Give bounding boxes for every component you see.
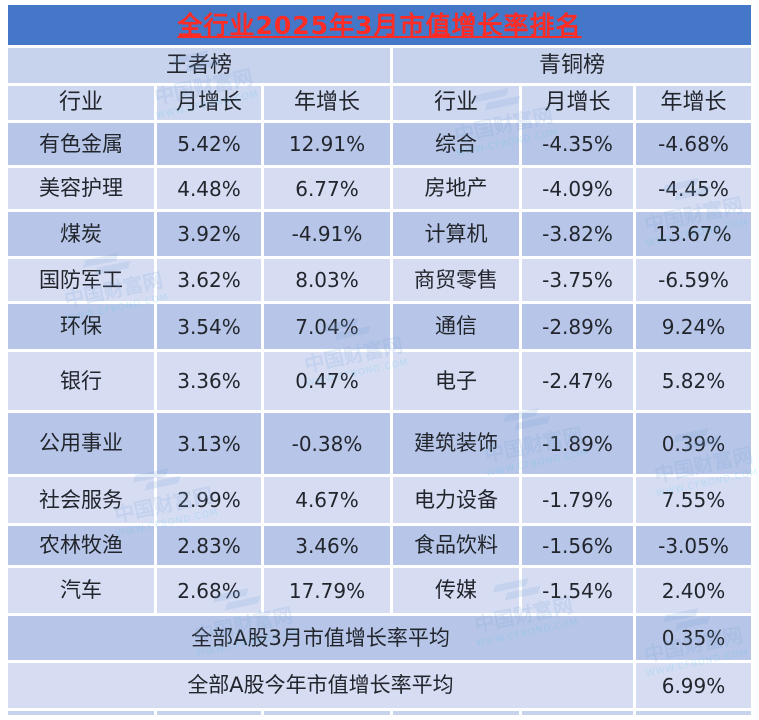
bronze-year-cell: 5.82% [636, 352, 751, 410]
king-year-cell: 7.04% [264, 304, 390, 349]
growth-rate-table: 全行业2025年3月市值增长率排名 王者榜 青铜榜 行业 月增长 年增长 行业 … [8, 5, 751, 718]
king-industry-cell: 环保 [8, 304, 154, 349]
king-month-cell: 3.62% [157, 259, 261, 301]
summary-label: 全部A股今年市值增长率平均 [8, 663, 633, 708]
king-year-cell: -4.91% [264, 212, 390, 256]
table-row: 汽车 2.68% 17.79% 传媒 -1.54% 2.40% [8, 568, 751, 613]
king-year-cell: -0.38% [264, 413, 390, 474]
king-year-cell: 17.79% [264, 568, 390, 613]
king-industry-cell: 社会服务 [8, 477, 154, 523]
bronze-month-cell: -2.47% [522, 352, 633, 410]
bronze-month-cell: -1.89% [522, 413, 633, 474]
king-month-cell: 3.13% [157, 413, 261, 474]
king-industry-cell: 公用事业 [8, 413, 154, 474]
summary-row: 全部A股今年市值增长率平均 6.99% [8, 663, 751, 708]
king-board-label: 王者榜 [8, 48, 390, 83]
king-industry-cell: 农林牧渔 [8, 526, 154, 565]
summary-row: 全部A股3月市值增长率平均 0.35% [8, 616, 751, 660]
bronze-month-cell: -1.56% [522, 526, 633, 565]
summary-value: 6.99% [636, 663, 751, 708]
bronze-industry-cell: 电子 [393, 352, 519, 410]
title-row: 全行业2025年3月市值增长率排名 [8, 5, 751, 45]
bronze-month-cell: -1.79% [522, 477, 633, 523]
cutoff-row-sliver [8, 711, 751, 715]
king-month-header: 月增长 [157, 86, 261, 120]
table-row: 煤炭 3.92% -4.91% 计算机 -3.82% 13.67% [8, 212, 751, 256]
bronze-industry-cell: 计算机 [393, 212, 519, 256]
table-row: 社会服务 2.99% 4.67% 电力设备 -1.79% 7.55% [8, 477, 751, 523]
summary-label: 全部A股3月市值增长率平均 [8, 616, 633, 660]
bronze-industry-cell: 商贸零售 [393, 259, 519, 301]
bronze-year-cell: 9.24% [636, 304, 751, 349]
king-year-header: 年增长 [264, 86, 390, 120]
king-year-cell: 6.77% [264, 168, 390, 209]
board-header-row: 王者榜 青铜榜 [8, 48, 751, 83]
bronze-month-cell: -4.35% [522, 123, 633, 165]
bronze-month-cell: -3.75% [522, 259, 633, 301]
king-month-cell: 3.36% [157, 352, 261, 410]
table-row: 农林牧渔 2.83% 3.46% 食品饮料 -1.56% -3.05% [8, 526, 751, 565]
bronze-year-cell: 2.40% [636, 568, 751, 613]
page-title: 全行业2025年3月市值增长率排名 [8, 5, 751, 45]
king-industry-cell: 国防军工 [8, 259, 154, 301]
king-month-cell: 4.48% [157, 168, 261, 209]
table-row: 有色金属 5.42% 12.91% 综合 -4.35% -4.68% [8, 123, 751, 165]
bronze-year-cell: 0.39% [636, 413, 751, 474]
bronze-month-header: 月增长 [522, 86, 633, 120]
bronze-month-cell: -1.54% [522, 568, 633, 613]
king-industry-cell: 银行 [8, 352, 154, 410]
king-industry-cell: 有色金属 [8, 123, 154, 165]
bronze-year-cell: -4.68% [636, 123, 751, 165]
bronze-industry-cell: 建筑装饰 [393, 413, 519, 474]
table-row: 银行 3.36% 0.47% 电子 -2.47% 5.82% [8, 352, 751, 410]
table-row: 公用事业 3.13% -0.38% 建筑装饰 -1.89% 0.39% [8, 413, 751, 474]
king-industry-cell: 煤炭 [8, 212, 154, 256]
table-row: 环保 3.54% 7.04% 通信 -2.89% 9.24% [8, 304, 751, 349]
summary-value: 0.35% [636, 616, 751, 660]
bronze-industry-cell: 电力设备 [393, 477, 519, 523]
king-month-cell: 2.99% [157, 477, 261, 523]
table-row: 国防军工 3.62% 8.03% 商贸零售 -3.75% -6.59% [8, 259, 751, 301]
king-year-cell: 8.03% [264, 259, 390, 301]
bronze-month-cell: -4.09% [522, 168, 633, 209]
king-industry-cell: 汽车 [8, 568, 154, 613]
king-month-cell: 5.42% [157, 123, 261, 165]
king-month-cell: 2.68% [157, 568, 261, 613]
bronze-board-label: 青铜榜 [393, 48, 751, 83]
bronze-year-cell: 7.55% [636, 477, 751, 523]
king-year-cell: 4.67% [264, 477, 390, 523]
king-year-cell: 12.91% [264, 123, 390, 165]
bronze-industry-cell: 房地产 [393, 168, 519, 209]
bronze-year-cell: -3.05% [636, 526, 751, 565]
table-row: 美容护理 4.48% 6.77% 房地产 -4.09% -4.45% [8, 168, 751, 209]
bronze-industry-cell: 食品饮料 [393, 526, 519, 565]
king-month-cell: 3.54% [157, 304, 261, 349]
bronze-year-header: 年增长 [636, 86, 751, 120]
king-month-cell: 3.92% [157, 212, 261, 256]
bronze-year-cell: 13.67% [636, 212, 751, 256]
bronze-month-cell: -2.89% [522, 304, 633, 349]
king-year-cell: 3.46% [264, 526, 390, 565]
bronze-year-cell: -6.59% [636, 259, 751, 301]
bronze-industry-cell: 通信 [393, 304, 519, 349]
king-month-cell: 2.83% [157, 526, 261, 565]
king-industry-header: 行业 [8, 86, 154, 120]
bronze-industry-cell: 综合 [393, 123, 519, 165]
bronze-year-cell: -4.45% [636, 168, 751, 209]
bronze-industry-header: 行业 [393, 86, 519, 120]
king-year-cell: 0.47% [264, 352, 390, 410]
king-industry-cell: 美容护理 [8, 168, 154, 209]
bronze-industry-cell: 传媒 [393, 568, 519, 613]
bronze-month-cell: -3.82% [522, 212, 633, 256]
column-header-row: 行业 月增长 年增长 行业 月增长 年增长 [8, 86, 751, 120]
